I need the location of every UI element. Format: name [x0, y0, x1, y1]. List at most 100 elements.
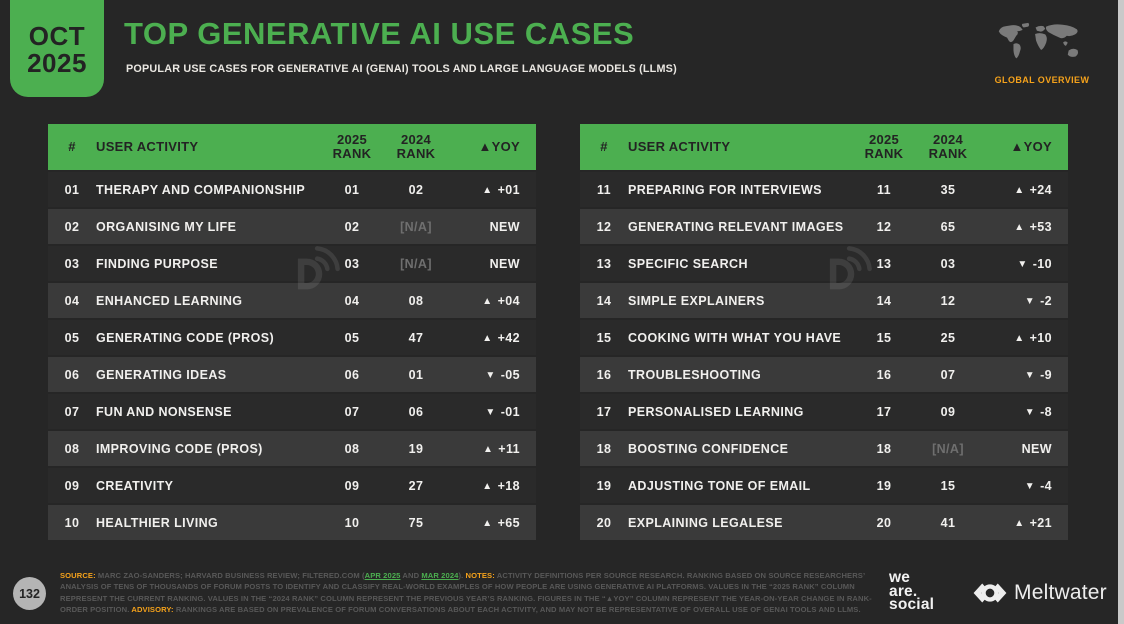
- row-number: 07: [64, 404, 80, 419]
- row-rank-2024: 01: [408, 367, 424, 382]
- table-row: 04 ENHANCED LEARNING 04 08 ▲ +04: [48, 283, 536, 318]
- down-triangle-icon: ▼: [1024, 295, 1036, 307]
- row-rank-2024: 35: [940, 182, 956, 197]
- row-rank-2025: 02: [344, 219, 360, 234]
- signal-d-icon: [829, 246, 872, 290]
- row-rank-2024: 15: [940, 478, 956, 493]
- yoy-value: -05: [500, 367, 520, 382]
- row-yoy: ▼ -4: [980, 479, 1068, 493]
- page-edge-strip: [1118, 0, 1124, 624]
- row-rank-2024: 12: [940, 293, 956, 308]
- row-yoy: ▼ -2: [980, 294, 1068, 308]
- table-header: # USER ACTIVITY 2025 RANK 2024 RANK ▲YOY: [48, 124, 536, 170]
- table-row: 12 GENERATING RELEVANT IMAGES 12 65 ▲ +53: [580, 209, 1068, 244]
- row-rank-2024: 25: [940, 330, 956, 345]
- row-number: 05: [64, 330, 80, 345]
- column-header-rank-2024: 2024 RANK: [396, 132, 436, 161]
- source-line: REPRESENT THE CURRENT RANKING. VALUES IN…: [60, 593, 882, 604]
- table-row: 11 PREPARING FOR INTERVIEWS 11 35 ▲ +24: [580, 172, 1068, 207]
- row-rank-2024: [N/A]: [400, 219, 432, 234]
- table-row: 14 SIMPLE EXPLAINERS 14 12 ▼ -2: [580, 283, 1068, 318]
- row-yoy: ▲ +21: [980, 516, 1068, 530]
- row-activity: PREPARING FOR INTERVIEWS: [628, 182, 822, 197]
- table-row: 20 EXPLAINING LEGALESE 20 41 ▲ +21: [580, 505, 1068, 540]
- row-yoy: NEW: [489, 256, 520, 271]
- row-yoy: ▲ +53: [980, 220, 1068, 234]
- source-text: ACTIVITY DEFINITIONS PER SOURCE RESEARCH…: [494, 571, 866, 580]
- we-are-social-line: social: [889, 596, 935, 613]
- row-rank-2025: 04: [344, 293, 360, 308]
- row-number: 15: [596, 330, 612, 345]
- row-number: 14: [596, 293, 612, 308]
- row-rank-2025: 09: [344, 478, 360, 493]
- row-rank-2024: 09: [940, 404, 956, 419]
- row-number: 20: [596, 515, 612, 530]
- row-activity: IMPROVING CODE (PROS): [96, 441, 263, 456]
- table-row: 09 CREATIVITY 09 27 ▲ +18: [48, 468, 536, 503]
- row-number: 11: [596, 182, 611, 197]
- yoy-value: +04: [497, 293, 520, 308]
- row-rank-2025: 05: [344, 330, 360, 345]
- up-triangle-icon: ▲: [1014, 517, 1025, 529]
- source-text: ORDER POSITION.: [60, 605, 132, 615]
- source-line: ORDER POSITION. ADVISORY: RANKINGS ARE B…: [60, 604, 882, 615]
- table-body: 01 THERAPY AND COMPANIONSHIP 01 02 ▲ +01 …: [48, 172, 536, 540]
- column-header-num: #: [600, 139, 608, 154]
- down-triangle-icon: ▼: [1024, 369, 1036, 381]
- column-header-rank-2025: 2025 RANK: [332, 132, 372, 161]
- up-triangle-icon: ▲: [482, 517, 493, 529]
- signal-d-icon: [297, 246, 340, 290]
- down-triangle-icon: ▼: [485, 406, 496, 418]
- rank-table-right: # USER ACTIVITY 2025 RANK 2024 RANK ▲YOY…: [580, 124, 1068, 540]
- row-yoy: ▲ +01: [448, 183, 536, 197]
- source-text: ).: [458, 571, 466, 580]
- row-rank-2024: 02: [408, 182, 424, 197]
- row-number: 13: [596, 256, 612, 271]
- row-yoy: ▲ +04: [448, 294, 536, 308]
- row-activity: FINDING PURPOSE: [96, 256, 218, 271]
- column-header-yoy: ▲YOY: [1010, 139, 1052, 154]
- yoy-value: +21: [1029, 515, 1052, 530]
- row-yoy: ▲ +24: [980, 183, 1068, 197]
- date-month: OCT: [28, 20, 86, 51]
- row-rank-2024: [N/A]: [400, 256, 432, 271]
- column-header-activity: USER ACTIVITY: [628, 139, 731, 154]
- row-yoy: ▲ +18: [448, 479, 536, 493]
- row-rank-2024: 27: [408, 478, 424, 493]
- row-number: 19: [596, 478, 612, 493]
- world-map-icon: [998, 22, 1079, 59]
- row-rank-2025: 06: [344, 367, 360, 382]
- row-rank-2024: 08: [408, 293, 424, 308]
- up-triangle-icon: ▲: [482, 332, 493, 344]
- source-text: AND: [400, 571, 422, 580]
- source-link[interactable]: MAR 2024: [421, 571, 459, 580]
- yoy-value: -9: [1040, 367, 1052, 382]
- row-activity: THERAPY AND COMPANIONSHIP: [96, 182, 306, 197]
- source-line: SOURCE: MARC ZAO-SANDERS; HARVARD BUSINE…: [60, 570, 882, 581]
- row-yoy: ▼ -9: [980, 368, 1068, 382]
- page-title: TOP GENERATIVE AI USE CASES: [124, 16, 635, 51]
- row-activity: GENERATING IDEAS: [96, 367, 227, 382]
- yoy-value: +24: [1029, 182, 1052, 197]
- down-triangle-icon: ▼: [1024, 480, 1036, 492]
- up-triangle-icon: ▲: [482, 184, 493, 196]
- yoy-value: +65: [497, 515, 520, 530]
- row-activity: CREATIVITY: [96, 478, 174, 493]
- meltwater-wordmark: Meltwater: [1014, 581, 1107, 604]
- we-are-social-line: are.: [889, 582, 918, 600]
- row-number: 18: [596, 441, 612, 456]
- row-rank-2025: 11: [876, 182, 891, 197]
- row-rank-2025: 13: [876, 256, 892, 271]
- page-number: 132: [19, 586, 40, 601]
- row-number: 06: [64, 367, 80, 382]
- row-yoy: ▲ +11: [448, 442, 536, 456]
- row-yoy: ▼ -8: [980, 405, 1068, 419]
- column-header-rank-2025: 2025 RANK: [864, 132, 904, 161]
- global-overview: GLOBAL OVERVIEW: [992, 22, 1092, 85]
- date-badge: OCT 2025: [10, 0, 104, 97]
- we-are-social-logo: we are. social: [889, 570, 935, 613]
- source-link[interactable]: APR 2025: [364, 571, 401, 580]
- meltwater-eye-icon: [973, 583, 1007, 603]
- down-triangle-icon: ▼: [1024, 406, 1036, 418]
